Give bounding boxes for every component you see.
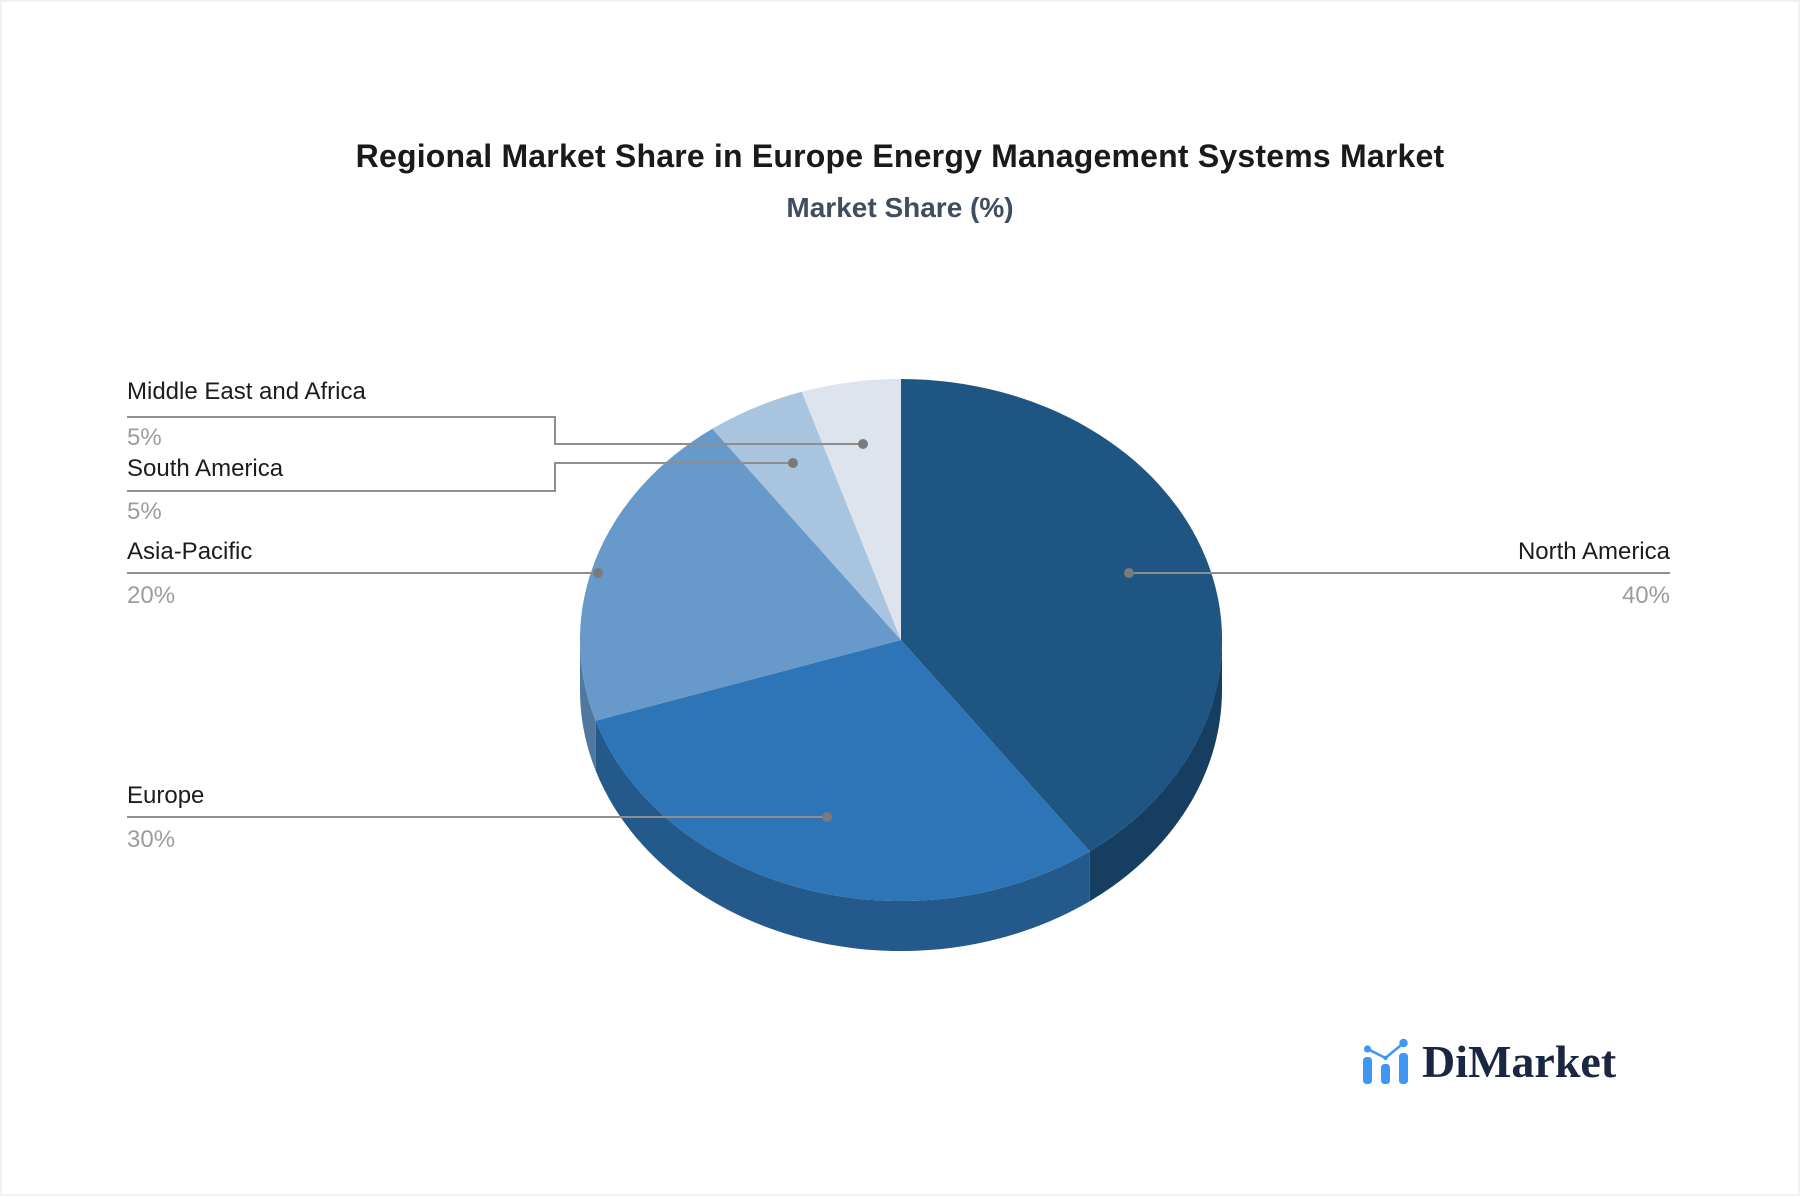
label-south-america: South America: [127, 455, 284, 482]
bar-line-chart-icon: [1363, 1038, 1408, 1084]
pie-slice-europe[interactable]: [595, 640, 1090, 902]
label-asia-pacific: Asia-Pacific: [127, 538, 253, 565]
value-north-america: 40%: [1621, 582, 1670, 609]
pie-slices: [579, 378, 1223, 952]
value-europe: 30%: [127, 826, 176, 853]
pie-slice-asia-pacific[interactable]: [579, 428, 901, 721]
leader-line-south-america: [127, 462, 793, 492]
chart-title: Regional Market Share in Europe Energy M…: [355, 138, 1445, 174]
connector-dots: [593, 439, 1134, 822]
logo-text: DiMarket: [1422, 1035, 1617, 1087]
pie-slice-south-america[interactable]: [712, 391, 901, 640]
dimarket-logo: DiMarket: [1362, 1038, 1616, 1085]
connector-lines: [127, 416, 1670, 818]
callout-dot-middle-east-and-africa: [858, 439, 868, 449]
callout-dot-europe: [822, 812, 832, 822]
callout-dot-asia-pacific: [593, 568, 603, 578]
value-middle-east-and-africa: 5%: [127, 424, 162, 451]
callout-dot-south-america: [788, 458, 798, 468]
pie-slice-side: [595, 720, 1090, 952]
pie-slice-side: [1089, 640, 1223, 902]
label-middle-east-and-africa: Middle East and Africa: [127, 378, 366, 405]
pie-slice-north-america[interactable]: [901, 378, 1223, 852]
label-europe: Europe: [127, 782, 205, 809]
label-north-america: North America: [1517, 538, 1670, 565]
callout-dot-north-america: [1124, 568, 1134, 578]
pie-slice-side: [580, 640, 596, 771]
leader-line-middle-east-and-africa: [127, 416, 863, 445]
value-asia-pacific: 20%: [127, 582, 176, 609]
chart-subtitle: Market Share (%): [786, 192, 1014, 223]
value-south-america: 5%: [127, 498, 162, 525]
